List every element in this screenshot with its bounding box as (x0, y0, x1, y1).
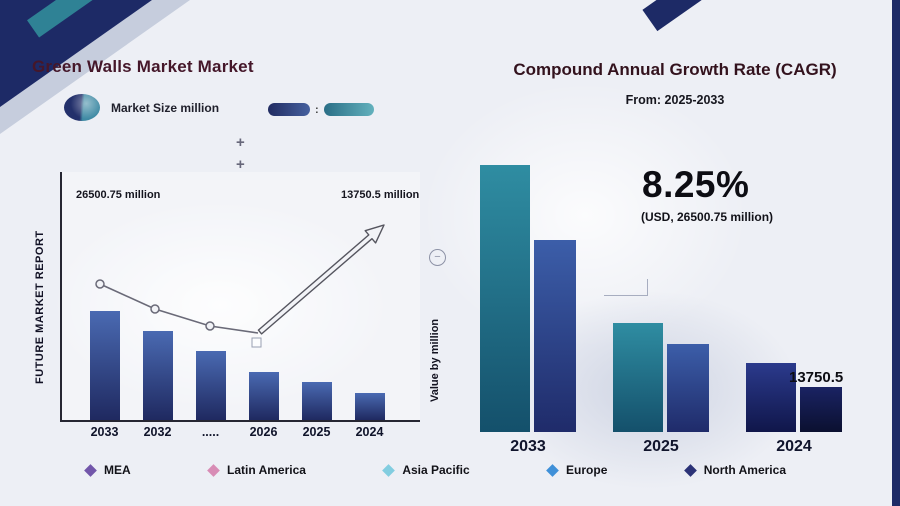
legend-diamond-icon (207, 463, 220, 477)
legend-label: MEA (104, 463, 131, 477)
top-accent-navy (642, 0, 702, 32)
trend-line-arrow (95, 224, 385, 348)
bar (195, 351, 226, 420)
left-chart-y-axis (60, 172, 62, 422)
bar (248, 372, 279, 420)
legend-diamond-icon (382, 463, 396, 477)
step-line-decoration (604, 279, 648, 296)
legend-diamond-icon (546, 463, 559, 477)
left-chart-xlabels: 2033 2032..... 2026 2025 2024 (78, 425, 396, 439)
legend-diamond-icon (84, 463, 97, 477)
cagr-value: 8.25% (642, 164, 750, 205)
legend-label: Europe (566, 463, 608, 477)
left-chart-end-value: 13750.5 million (341, 189, 420, 201)
x-axis-label: 2025 (302, 425, 331, 439)
x-axis-label: 2026 (249, 425, 278, 439)
legend-item: North America (683, 463, 786, 477)
x-axis-label: 2033 (510, 438, 546, 455)
bar (746, 362, 796, 432)
bar (613, 322, 663, 432)
bar (354, 392, 385, 420)
market-size-legend-label: Market Size million (111, 100, 220, 115)
x-axis-label: ..... (201, 425, 220, 439)
bar-group: 2033 (480, 165, 576, 455)
pill-colon: : (315, 103, 319, 116)
minus-icon: − (429, 249, 446, 266)
cagr-note: (USD, 26500.75 million) (641, 210, 774, 224)
legend-label: North America (703, 463, 786, 477)
bar (667, 343, 709, 432)
legend-item: MEA (84, 463, 131, 477)
right-chart-title: Compound Annual Growth Rate (CAGR) (513, 60, 837, 79)
bar (301, 381, 332, 420)
bar (800, 386, 842, 432)
teal-pill-icon (323, 103, 374, 116)
right-chart-subtitle: From: 2025-2033 (625, 93, 725, 107)
x-axis-label: 2032 (143, 425, 172, 439)
left-chart-start-value: 26500.75 million (76, 189, 161, 201)
x-axis-label: 2024 (776, 438, 812, 455)
legend-label: Latin America (227, 463, 306, 477)
market-size-donut-icon (64, 94, 100, 121)
value-axis-label: Value by million (429, 318, 441, 402)
bar-group: 2024 (746, 362, 842, 455)
legend-item: Latin America (207, 463, 306, 477)
legend-diamond-icon (683, 463, 697, 477)
gradient-pills-decoration: : (268, 103, 374, 116)
bar (142, 330, 173, 420)
right-edge-strip (892, 0, 900, 506)
right-chart-groups: 2033 2025 2024 (480, 165, 842, 455)
corner-accent-navy (0, 0, 152, 107)
legend-label: Asia Pacific (402, 463, 470, 477)
left-chart-x-axis (60, 420, 420, 422)
left-chart-title: Green Walls Market Market (32, 57, 254, 76)
bar (89, 311, 120, 420)
plus-icon: + (236, 134, 245, 151)
legend-item: Asia Pacific (382, 463, 470, 477)
x-axis-label: 2025 (643, 438, 679, 455)
future-market-report-label: FUTURE MARKET REPORT (34, 230, 46, 384)
left-chart-plot-area (62, 172, 420, 420)
legend-item: Europe (546, 463, 608, 477)
bottom-legend: MEA Latin America Asia Pacific Europe North … (84, 463, 786, 477)
bar-group: 2025 (613, 322, 709, 455)
bar (534, 239, 576, 432)
market-size-legend: Market Size million (64, 94, 219, 121)
bar-annotation-value: 13750.5 (789, 369, 844, 386)
bar (480, 165, 530, 432)
navy-pill-icon (268, 103, 310, 116)
plus-icon: + (236, 156, 245, 173)
x-axis-label: 2033 (90, 425, 119, 439)
x-axis-label: 2024 (355, 425, 384, 439)
left-chart-bars (78, 311, 396, 420)
